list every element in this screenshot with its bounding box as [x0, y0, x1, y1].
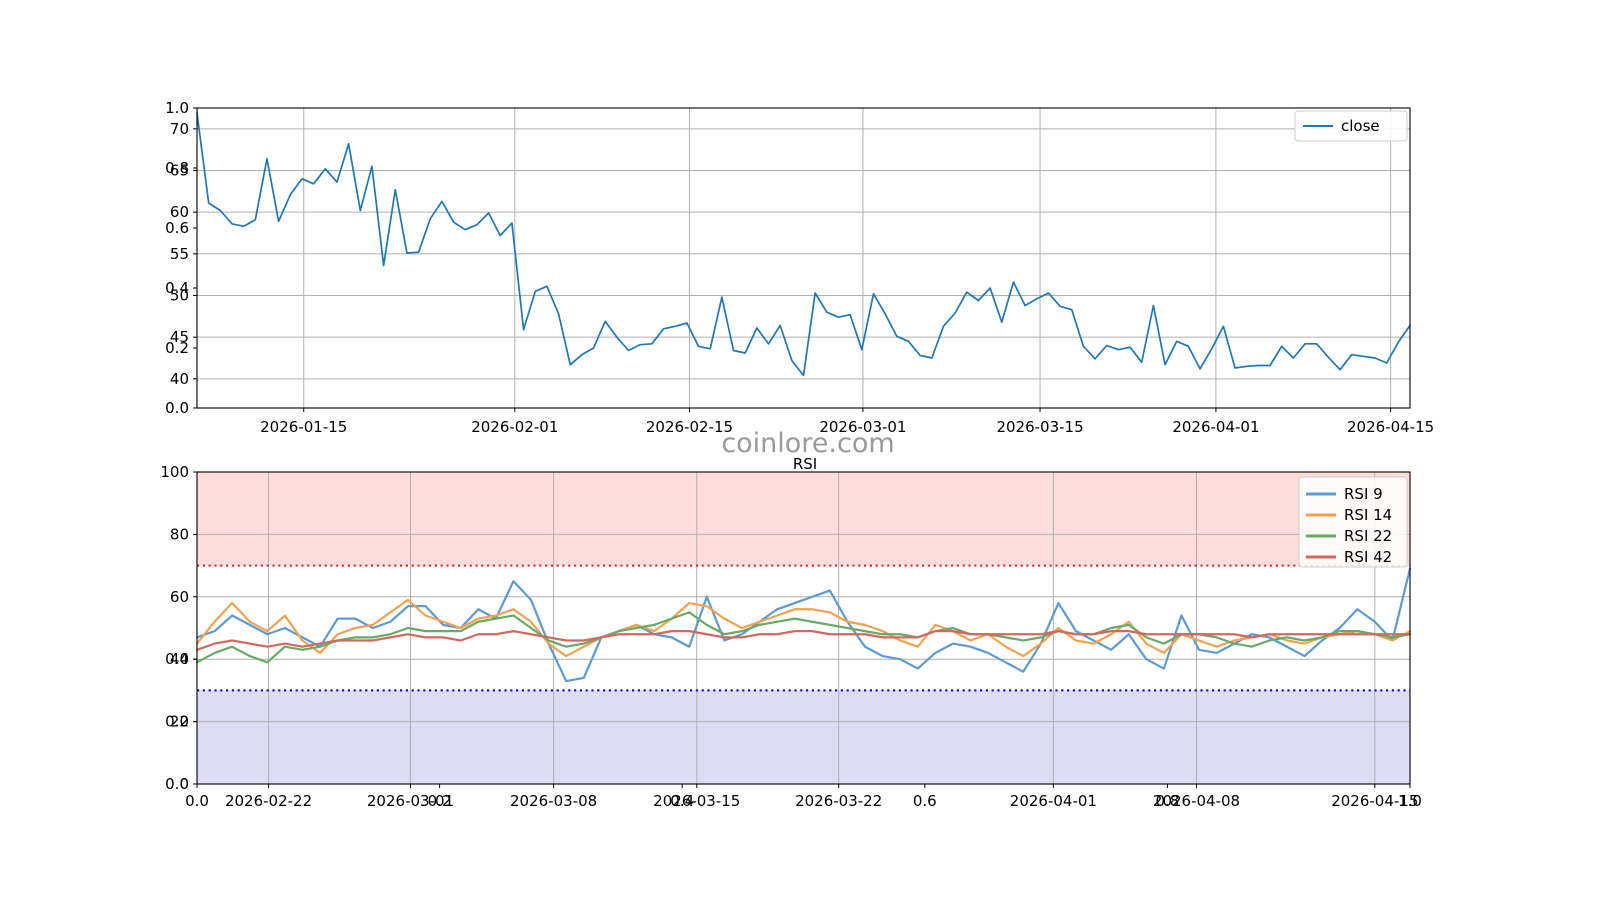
rsi-secondary-xtick-label: 0.4 — [670, 792, 694, 810]
rsi-xtick-label: 2026-03-01 — [367, 792, 454, 810]
rsi-xtick-label: 2026-04-01 — [1010, 792, 1097, 810]
rsi-xtick-label: 2026-03-08 — [510, 792, 597, 810]
price-xtick-label: 2026-02-15 — [646, 418, 733, 436]
rsi-secondary-xtick-label: 0.8 — [1155, 792, 1179, 810]
rsi-series-RSI-14 — [195, 598, 1412, 658]
price-panel: 40 45 50 55 60 65 70 0.0 0.2 0.4 0.6 0.8 1.0 2026-01-… — [165, 99, 1434, 436]
price-xtick-label: 2026-04-15 — [1347, 418, 1434, 436]
price-secondary-ytick-label: 0.8 — [165, 159, 189, 177]
rsi-legend[interactable]: RSI 9 RSI 14 RSI 22 RSI 42 — [1298, 476, 1408, 568]
rsi-secondary-ytick-label: 0.0 — [165, 775, 189, 793]
rsi-xtick-label: 2026-04-08 — [1153, 792, 1240, 810]
price-secondary-ytick-label: 0.6 — [165, 219, 189, 237]
rsi-xtick-label: 2026-04-15 — [1331, 792, 1418, 810]
price-ytick-label: 50 — [170, 287, 189, 305]
price-ytick-label: 60 — [170, 203, 189, 221]
price-xtick-label: 2026-03-15 — [996, 418, 1083, 436]
rsi-series-RSI-22 — [195, 611, 1412, 664]
rsi-legend-label: RSI 22 — [1344, 527, 1392, 545]
price-axes-frame — [196, 107, 1411, 409]
rsi-secondary-xtick-label: 0.0 — [185, 792, 209, 810]
price-secondary-ytick-label: 0.2 — [165, 339, 189, 357]
rsi-secondary-xtick-label: 1.0 — [1398, 792, 1422, 810]
rsi-legend-label: RSI 42 — [1344, 548, 1392, 566]
price-xtick-label: 2026-04-01 — [1172, 418, 1259, 436]
rsi-series-RSI-9 — [195, 567, 1412, 683]
watermark-text: coinlore.com — [721, 428, 894, 459]
rsi-ytick-label: 0 — [179, 775, 189, 793]
price-secondary-ytick-label: 1.0 — [165, 99, 189, 117]
rsi-ytick-label: 40 — [170, 650, 189, 668]
price-xtick-label: 2026-01-15 — [260, 418, 347, 436]
price-legend[interactable]: close — [1294, 110, 1408, 142]
rsi-ytick-label: 80 — [170, 525, 189, 543]
rsi-axes-frame — [196, 471, 1411, 785]
rsi-ytick-label: 100 — [160, 463, 189, 481]
price-legend-box — [1294, 110, 1408, 142]
price-ytick-label: 70 — [170, 120, 189, 138]
price-xtick-label: 2026-02-01 — [471, 418, 558, 436]
price-ytick-label: 45 — [170, 328, 189, 346]
rsi-ytick-label: 20 — [170, 713, 189, 731]
rsi-secondary-xtick-label: 0.6 — [913, 792, 937, 810]
rsi-xtick-label: 2026-02-22 — [225, 792, 312, 810]
rsi-panel-title: RSI — [793, 455, 817, 473]
rsi-secondary-ytick-label: 0.4 — [165, 650, 189, 668]
price-ytick-label: 65 — [170, 162, 189, 180]
price-secondary-ytick-label: 0.0 — [165, 399, 189, 417]
price-series-close — [196, 112, 1411, 377]
rsi-oversold-band — [197, 690, 1410, 784]
price-plot-background — [197, 108, 1410, 408]
price-ytick-label: 40 — [170, 370, 189, 388]
price-ytick-label: 55 — [170, 245, 189, 263]
rsi-legend-label: RSI 14 — [1344, 506, 1392, 524]
rsi-secondary-ytick-label: 0.2 — [165, 713, 189, 731]
rsi-legend-box — [1298, 476, 1408, 568]
rsi-series-RSI-42 — [195, 630, 1412, 651]
price-xtick-label: 2026-03-01 — [819, 418, 906, 436]
price-secondary-ytick-label: 0.4 — [165, 279, 189, 297]
rsi-xtick-label: 2026-03-22 — [795, 792, 882, 810]
rsi-secondary-xtick-label: 0.2 — [428, 792, 452, 810]
rsi-legend-label: RSI 9 — [1344, 485, 1383, 503]
rsi-xtick-label: 2026-03-15 — [653, 792, 740, 810]
price-legend-label: close — [1341, 117, 1380, 135]
rsi-ytick-label: 60 — [170, 588, 189, 606]
rsi-panel: 0 20 40 60 80 100 0.0 0.2 0.4 2026-02-22 2026-03-0… — [160, 463, 1422, 810]
rsi-overbought-band — [197, 472, 1410, 566]
